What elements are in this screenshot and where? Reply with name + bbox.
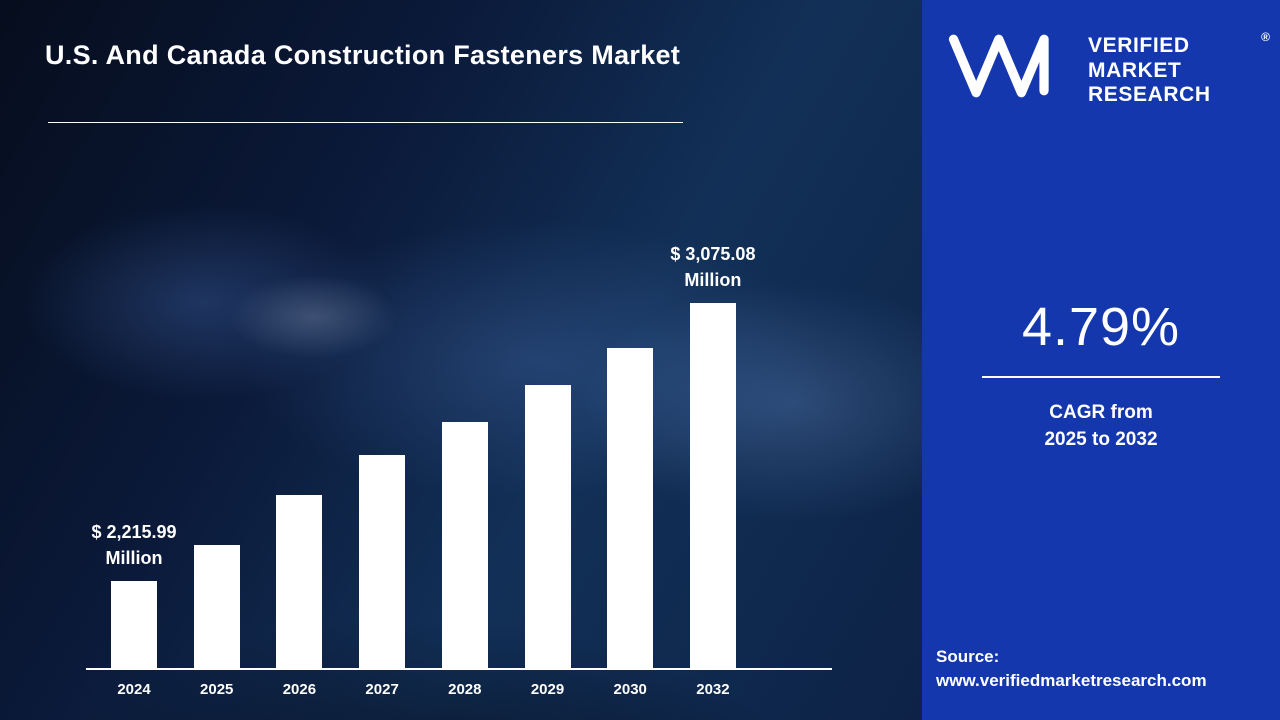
page-title: U.S. And Canada Construction Fasteners M… [45,40,681,70]
chart-plot-area: $ 2,215.99 Million $ 3,075.08 Million [86,244,832,670]
cagr-caption-line: 2025 to 2032 [1044,428,1158,450]
bar-value-label-2032: $ 3,075.08 Million [670,243,756,290]
brand-name-line: MARKET [1088,58,1182,82]
bar-2025 [193,545,240,668]
x-axis-label-2027: 2027 [365,681,399,698]
bar-column-2028 [441,422,488,668]
bar-column-2027 [359,455,406,668]
x-axis-label-2025: 2025 [200,681,234,698]
cagr-stat: 4.79% CAGR from 2025 to 2032 [922,296,1280,453]
cagr-value: 4.79% [1021,297,1181,357]
x-axis-label-2024: 2024 [117,681,151,698]
source-label: Source: [936,646,1000,666]
x-axis-label-2029: 2029 [530,681,565,698]
registered-trademark: ® [1261,30,1270,44]
brand-name-line: RESEARCH [1088,83,1211,107]
cagr-caption-line: CAGR from [1049,402,1153,423]
vmr-monogram-icon [948,34,1049,98]
x-axis-label-2030: 2030 [613,681,647,698]
bar-column-2026 [276,495,323,668]
bar-column-2029 [524,385,571,668]
bar-2024 [111,581,157,668]
x-axis-label-2026: 2026 [282,681,317,698]
bar-column-2030 [607,348,654,668]
cagr-caption: CAGR from 2025 to 2032 [922,400,1280,453]
x-axis-label-2028: 2028 [448,681,482,698]
stat-underline [982,376,1220,378]
bar-chart: $ 2,215.99 Million $ 3,075.08 Million 2024 2… [86,244,832,698]
chart-section: U.S. And Canada Construction Fasteners M… [0,0,922,720]
source-block: Source: www.verifiedmarketresearch.com [936,645,1207,694]
bar-value-label-2024: $ 2,215.99 Million [91,521,177,568]
source-website: www.verifiedmarketresearch.com [936,671,1207,691]
brand-panel: VERIFIED MARKET RESEARCH ® 4.79% CAGR fr… [922,0,1280,720]
bar-column-2025 [193,545,240,668]
bar-2030 [607,348,654,668]
bar-2029 [524,385,571,668]
bar-2027 [359,455,406,668]
bar-2028 [441,422,488,668]
brand-name-line: VERIFIED [1088,34,1190,57]
bar-column-2032: $ 3,075.08 Million [670,241,755,668]
x-axis: 2024 2025 2026 2027 2028 2029 2030 2032 [86,681,832,698]
x-axis-label-2032: 2032 [696,681,730,698]
bar-column-2024: $ 2,215.99 Million [91,519,177,668]
bar-2026 [276,495,323,668]
title-underline [48,122,683,123]
brand-name: VERIFIED MARKET RESEARCH [1088,34,1211,108]
bar-2032 [689,303,736,668]
brand-logo: VERIFIED MARKET RESEARCH [938,30,1211,108]
